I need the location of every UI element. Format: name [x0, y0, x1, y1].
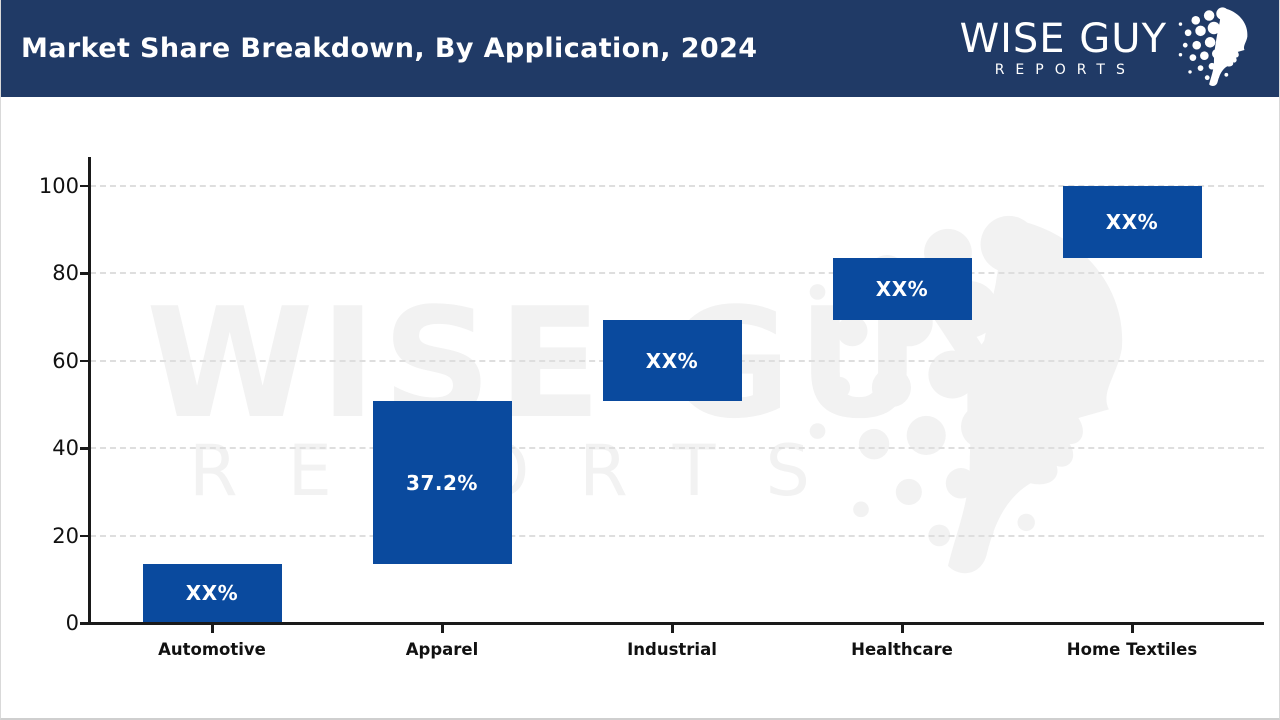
y-tick-label: 20 [52, 523, 79, 548]
x-axis-line [81, 621, 1264, 625]
bar-value-label: 37.2% [406, 470, 478, 495]
bar-value-label: XX% [1105, 209, 1159, 234]
x-tick-mark [671, 624, 674, 633]
x-tick-label: Automotive [158, 640, 266, 659]
logo-wordmark-line2: REPORTS [994, 62, 1136, 78]
gridline [90, 272, 1264, 274]
y-tick-mark [80, 534, 89, 537]
logo-wordmark: WISE GUY REPORTS [960, 19, 1167, 78]
bar-value-label: XX% [185, 581, 239, 606]
y-tick-mark [80, 359, 89, 362]
gridline [90, 184, 1264, 187]
y-axis-line [88, 157, 91, 624]
x-tick-label: Apparel [405, 640, 479, 659]
logo-wordmark-line1: WISE GUY [959, 16, 1167, 62]
bar-value-label: XX% [645, 348, 699, 373]
bar-apparel: 37.2% [372, 401, 512, 564]
y-tick-mark [80, 184, 89, 187]
y-tick-label: 80 [52, 261, 79, 285]
y-tick-label: 0 [65, 611, 79, 635]
wise-guy-reports-logo: WISE GUY REPORTS [960, 4, 1255, 94]
y-tick-mark [80, 447, 89, 450]
y-tick-mark [80, 272, 89, 275]
dotted-head-icon [1178, 6, 1248, 86]
bar-home-textiles: XX% [1062, 185, 1202, 259]
bar-healthcare: XX% [832, 258, 972, 320]
y-tick-label: 40 [52, 436, 79, 460]
y-tick-mark [80, 622, 89, 625]
chart-title: Market Share Breakdown, By Application, … [21, 33, 758, 64]
x-tick-label: Industrial [627, 640, 717, 659]
x-tick-mark [901, 624, 904, 633]
x-tick-mark [1131, 624, 1134, 633]
watermark-dotted-head-icon [809, 215, 1123, 574]
bar-automotive: XX% [142, 563, 282, 623]
bar-industrial: XX% [602, 319, 742, 402]
gridline [90, 447, 1264, 449]
x-tick-mark [441, 624, 444, 633]
x-tick-label: Healthcare [851, 640, 953, 659]
header-banner: Market Share Breakdown, By Application, … [1, 0, 1279, 97]
y-tick-label: 60 [52, 348, 79, 373]
bar-value-label: XX% [875, 276, 929, 301]
y-tick-label: 100 [38, 173, 79, 198]
x-tick-label: Home Textiles [1066, 640, 1198, 659]
x-tick-mark [211, 624, 214, 633]
gridline [90, 534, 1264, 537]
